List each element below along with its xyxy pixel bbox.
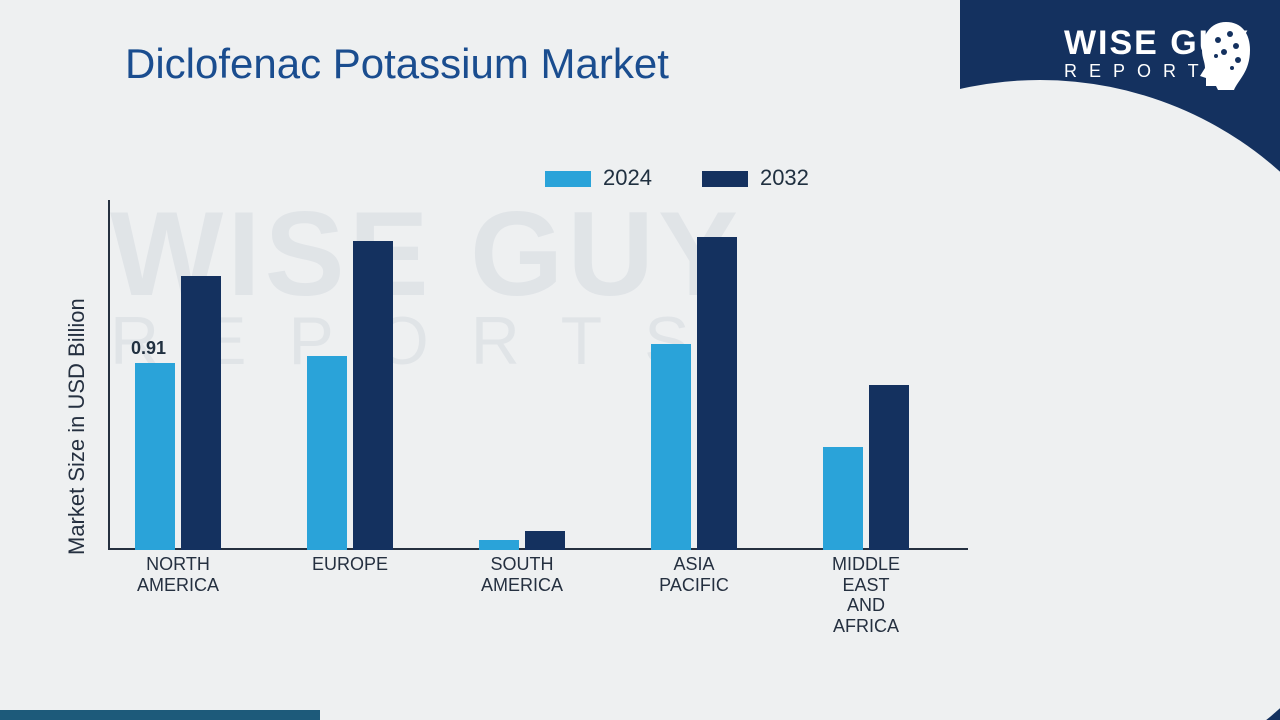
brand-logo: WISE GUY REPORTS: [1064, 26, 1250, 80]
legend-swatch: [545, 171, 591, 187]
y-axis-label: Market Size in USD Billion: [64, 298, 90, 555]
page: Diclofenac Potassium Market WISE GUY REP…: [0, 0, 1280, 720]
x-label: SOUTHAMERICA: [457, 554, 587, 595]
bar-group: [307, 241, 393, 550]
bar-chart: 0.91: [108, 200, 968, 550]
bar-group: [135, 276, 221, 550]
bar-group: [823, 385, 909, 550]
head-icon: [1196, 20, 1256, 90]
bar: [479, 540, 519, 550]
page-title: Diclofenac Potassium Market: [125, 40, 669, 88]
x-label: MIDDLEEASTANDAFRICA: [801, 554, 931, 637]
bar: [651, 344, 691, 550]
x-label: ASIAPACIFIC: [629, 554, 759, 595]
bar: [353, 241, 393, 550]
bar: [181, 276, 221, 550]
bar: [135, 363, 175, 550]
bar: [697, 237, 737, 550]
value-label: 0.91: [131, 338, 166, 359]
bottom-accent-bar: [0, 710, 320, 720]
x-label: NORTHAMERICA: [113, 554, 243, 595]
bar: [869, 385, 909, 550]
bar-group: [651, 237, 737, 550]
legend-item-2024: 2024: [545, 165, 652, 191]
chart-legend: 2024 2032: [545, 165, 809, 191]
x-label: EUROPE: [285, 554, 415, 575]
bar: [307, 356, 347, 550]
bar: [525, 531, 565, 550]
legend-item-2032: 2032: [702, 165, 809, 191]
bar: [823, 447, 863, 550]
bar-group: [479, 531, 565, 550]
legend-swatch: [702, 171, 748, 187]
y-axis: [108, 200, 110, 550]
